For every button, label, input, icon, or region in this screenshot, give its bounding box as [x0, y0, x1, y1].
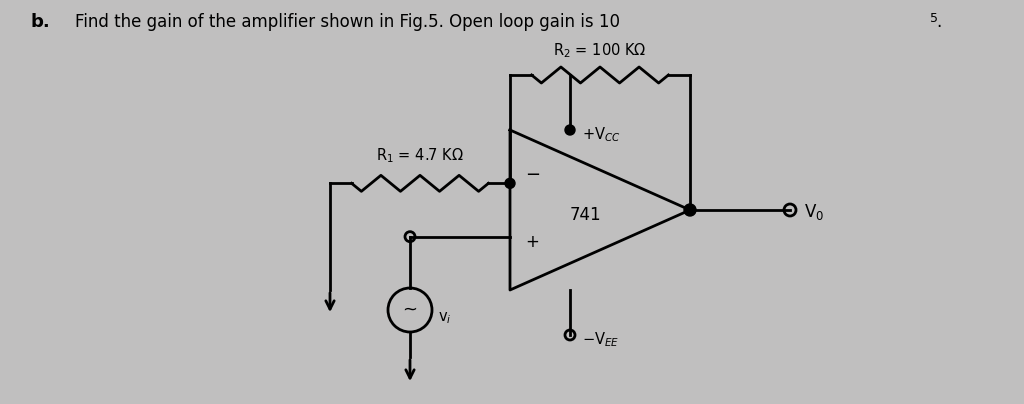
Circle shape — [684, 204, 696, 216]
Text: v$_i$: v$_i$ — [438, 310, 452, 326]
Circle shape — [565, 125, 575, 135]
Text: .: . — [936, 13, 941, 31]
Text: 741: 741 — [569, 206, 601, 224]
Text: ~: ~ — [402, 301, 418, 319]
Text: +V$_{CC}$: +V$_{CC}$ — [582, 126, 621, 144]
Text: R$_2$ = 100 KΩ: R$_2$ = 100 KΩ — [553, 41, 647, 60]
Text: R$_1$ = 4.7 KΩ: R$_1$ = 4.7 KΩ — [376, 147, 464, 165]
Text: −V$_{EE}$: −V$_{EE}$ — [582, 330, 620, 349]
Text: +: + — [525, 233, 539, 250]
Text: b.: b. — [30, 13, 50, 31]
Text: Find the gain of the amplifier shown in Fig.5. Open loop gain is 10: Find the gain of the amplifier shown in … — [75, 13, 620, 31]
Circle shape — [505, 178, 515, 188]
Text: V$_0$: V$_0$ — [804, 202, 824, 222]
Text: −: − — [525, 166, 540, 184]
Text: 5: 5 — [930, 11, 938, 25]
